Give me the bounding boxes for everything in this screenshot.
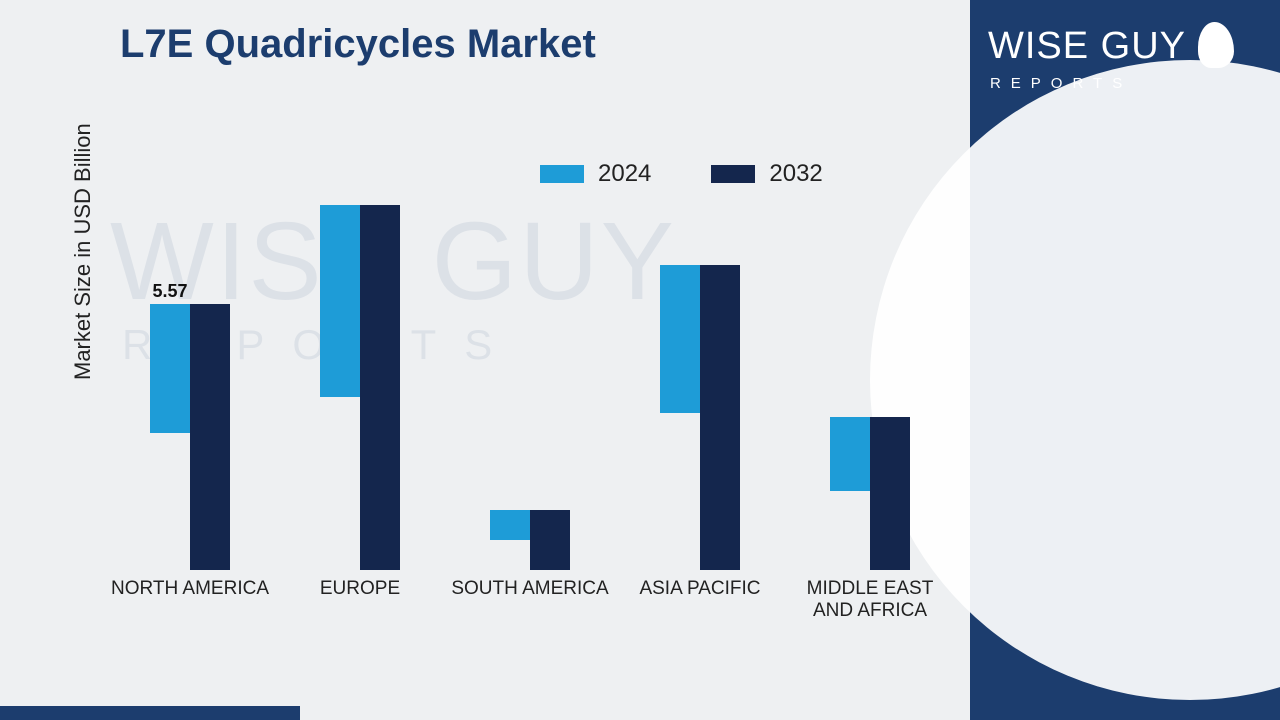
category-label: SOUTH AMERICA	[450, 578, 610, 600]
bar-2032	[190, 304, 230, 570]
bar-2032	[530, 510, 570, 570]
logo-sub-text: REPORTS	[990, 76, 1248, 91]
legend: 2024 2032	[540, 160, 823, 188]
bottom-accent-bar	[0, 706, 300, 720]
bar-group: 5.57NORTH AMERICA	[120, 304, 260, 570]
bar-value-label: 5.57	[150, 281, 190, 302]
bar-chart: 5.57NORTH AMERICAEUROPE SOUTH AMERICA ASIA…	[120, 200, 940, 570]
y-axis-label: Market Size in USD Billion	[70, 123, 96, 380]
bar-2024	[660, 265, 700, 413]
legend-swatch-2032	[711, 165, 755, 183]
logo-head-icon	[1192, 18, 1248, 74]
brand-logo: WISE GUY REPORTS	[988, 18, 1248, 91]
chart-title: L7E Quadricycles Market	[120, 22, 596, 67]
legend-item-2032: 2032	[711, 160, 822, 188]
category-label: MIDDLE EAST AND AFRICA	[790, 578, 950, 622]
legend-label-2024: 2024	[598, 160, 651, 188]
category-label: EUROPE	[280, 578, 440, 600]
logo-main-text: WISE GUY	[988, 27, 1186, 65]
bar-2024	[830, 417, 870, 491]
bar-2032	[360, 205, 400, 570]
bar-2024: 5.57	[150, 304, 190, 433]
legend-label-2032: 2032	[769, 160, 822, 188]
bar-2024	[320, 205, 360, 397]
legend-swatch-2024	[540, 165, 584, 183]
legend-item-2024: 2024	[540, 160, 651, 188]
bar-group: MIDDLE EAST AND AFRICA	[800, 417, 940, 570]
bar-group: EUROPE	[290, 205, 430, 570]
bar-2032	[700, 265, 740, 570]
category-label: ASIA PACIFIC	[620, 578, 780, 600]
bar-group: SOUTH AMERICA	[460, 510, 600, 570]
bar-2024	[490, 510, 530, 540]
category-label: NORTH AMERICA	[110, 578, 270, 600]
bar-group: ASIA PACIFIC	[630, 265, 770, 570]
bar-2032	[870, 417, 910, 570]
